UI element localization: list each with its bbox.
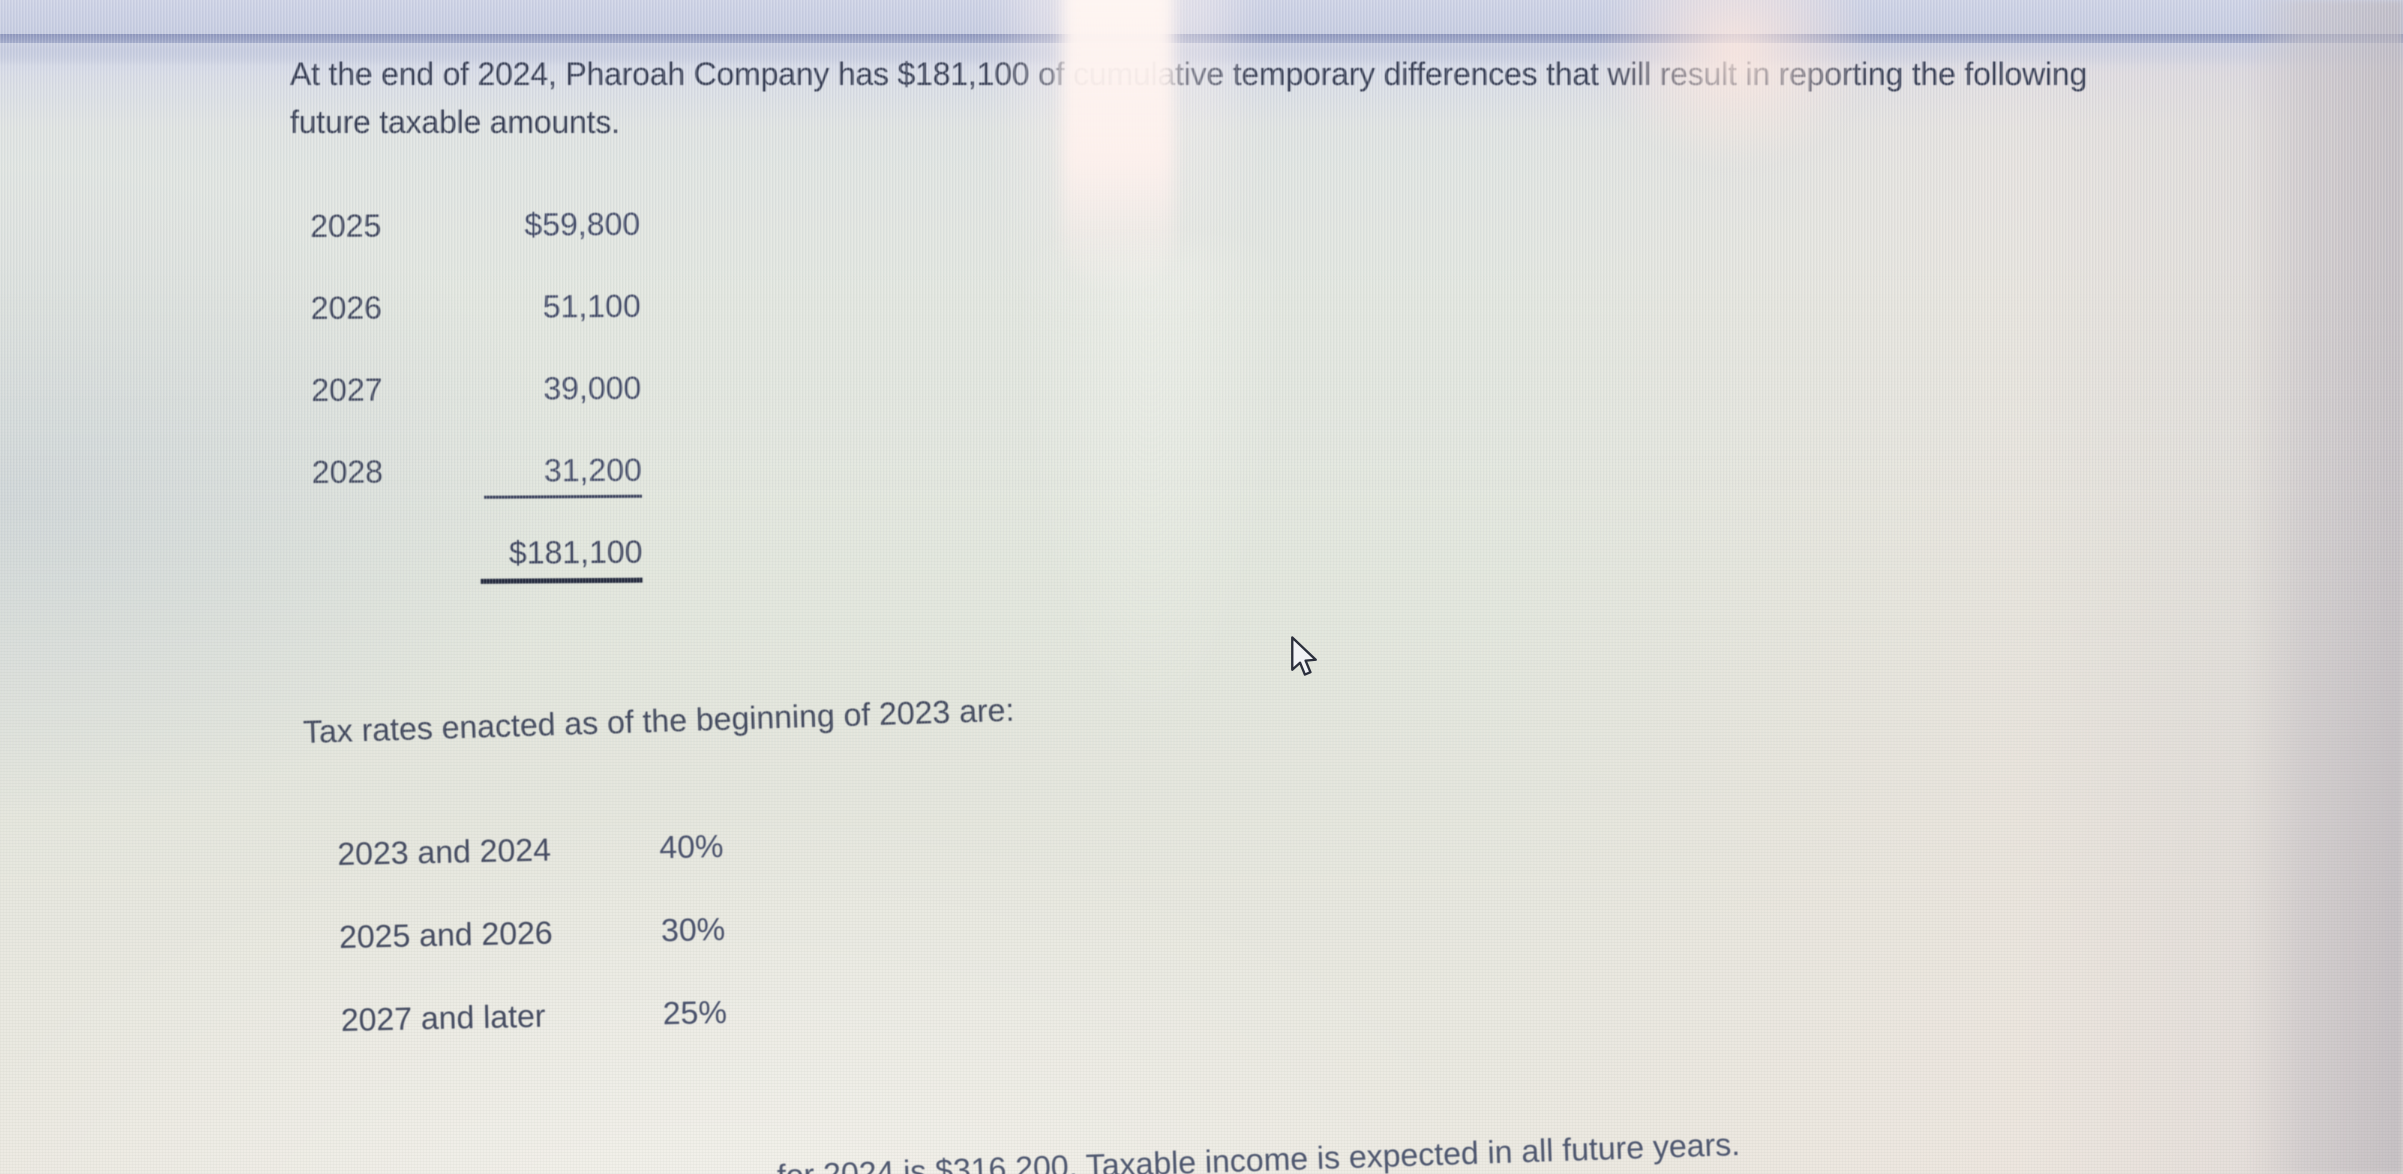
amount-value: 51,100	[542, 287, 641, 325]
table-total-row: $181,100	[312, 533, 643, 585]
year-label: 2025	[310, 207, 382, 244]
table-row: 2026 51,100	[310, 287, 641, 326]
table-row: 2027 39,000	[311, 369, 642, 408]
glare-spot	[1596, 0, 1876, 170]
period-label: 2027 and later	[340, 997, 546, 1038]
table-row: 2023 and 2024 40%	[337, 827, 756, 872]
table-row: 2028 31,200	[312, 451, 643, 499]
rate-value: 30%	[660, 910, 726, 949]
glare-soft-mid	[1020, 250, 1280, 730]
cutoff-bottom-text: for 2024 is $316,200. Taxable income is …	[776, 1126, 1741, 1174]
future-taxable-amounts-table: 2025 $59,800 2026 51,100 2027 39,000 202…	[310, 206, 643, 585]
table-row: 2025 $59,800	[310, 205, 641, 244]
mouse-cursor-icon	[1291, 636, 1317, 676]
total-underline: $181,100	[480, 533, 643, 584]
period-label: 2023 and 2024	[337, 831, 552, 872]
year-label: 2026	[310, 289, 383, 326]
tax-rates-table: 2023 and 2024 40% 2025 and 2026 30% 2027…	[337, 827, 760, 1085]
right-edge-shadow	[2248, 0, 2403, 1174]
rate-value: 40%	[658, 827, 724, 866]
amount-value: 31,200	[430, 451, 643, 499]
tax-rates-intro-text: Tax rates enacted as of the beginning of…	[302, 691, 1015, 750]
subtotal-underline: 31,200	[483, 451, 643, 499]
year-label: 2027	[311, 371, 383, 408]
table-row: 2027 and later 25%	[340, 993, 759, 1038]
glare-reflection-band	[1062, 0, 1174, 294]
amount-value: 39,000	[543, 369, 642, 407]
amount-value: $59,800	[524, 205, 641, 243]
problem-intro-line2: future taxable amounts.	[290, 104, 620, 140]
period-label: 2025 and 2026	[338, 914, 553, 955]
total-amount: $181,100	[430, 533, 643, 584]
rate-value: 25%	[662, 993, 728, 1032]
table-row: 2025 and 2026 30%	[338, 910, 758, 955]
year-label: 2028	[311, 453, 384, 490]
